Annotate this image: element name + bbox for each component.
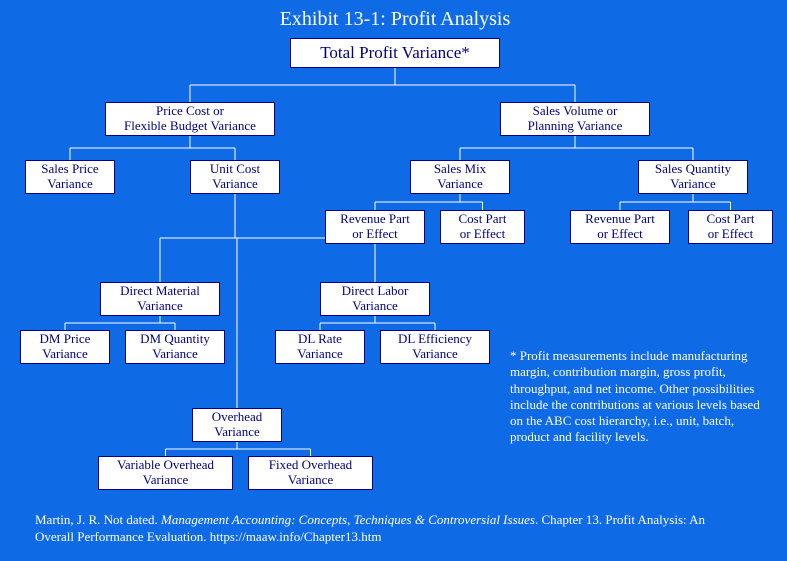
node-salesVol: Sales Volume orPlanning Variance	[500, 102, 650, 136]
node-dmPrice: DM PriceVariance	[20, 330, 110, 364]
footnote-text: * Profit measurements include manufactur…	[510, 348, 760, 446]
node-dl: Direct LaborVariance	[320, 282, 430, 316]
node-dmQty: DM QuantityVariance	[125, 330, 225, 364]
node-costEff2: Cost Partor Effect	[688, 210, 773, 244]
node-salesQty: Sales QuantityVariance	[638, 160, 748, 194]
node-unitCost: Unit CostVariance	[190, 160, 280, 194]
node-varOH: Variable OverheadVariance	[98, 456, 233, 490]
node-priceCost: Price Cost orFlexible Budget Variance	[105, 102, 275, 136]
node-root: Total Profit Variance*	[290, 38, 500, 68]
node-salesPrice: Sales PriceVariance	[25, 160, 115, 194]
citation-italic: Management Accounting: Concepts, Techniq…	[161, 512, 535, 527]
node-dlRate: DL RateVariance	[275, 330, 365, 364]
citation-text: Martin, J. R. Not dated. Management Acco…	[35, 512, 745, 546]
citation-before: Martin, J. R. Not dated.	[35, 512, 161, 527]
node-salesMix: Sales MixVariance	[410, 160, 510, 194]
node-revEff1: Revenue Partor Effect	[325, 210, 425, 244]
node-costEff1: Cost Partor Effect	[440, 210, 525, 244]
node-revEff2: Revenue Partor Effect	[570, 210, 670, 244]
diagram-title: Exhibit 13-1: Profit Analysis	[230, 8, 560, 31]
node-oh: OverheadVariance	[192, 408, 282, 442]
node-fixOH: Fixed OverheadVariance	[248, 456, 373, 490]
node-dlEff: DL EfficiencyVariance	[380, 330, 490, 364]
diagram-canvas: Exhibit 13-1: Profit Analysis Total Prof…	[0, 0, 787, 561]
node-dm: Direct MaterialVariance	[100, 282, 220, 316]
